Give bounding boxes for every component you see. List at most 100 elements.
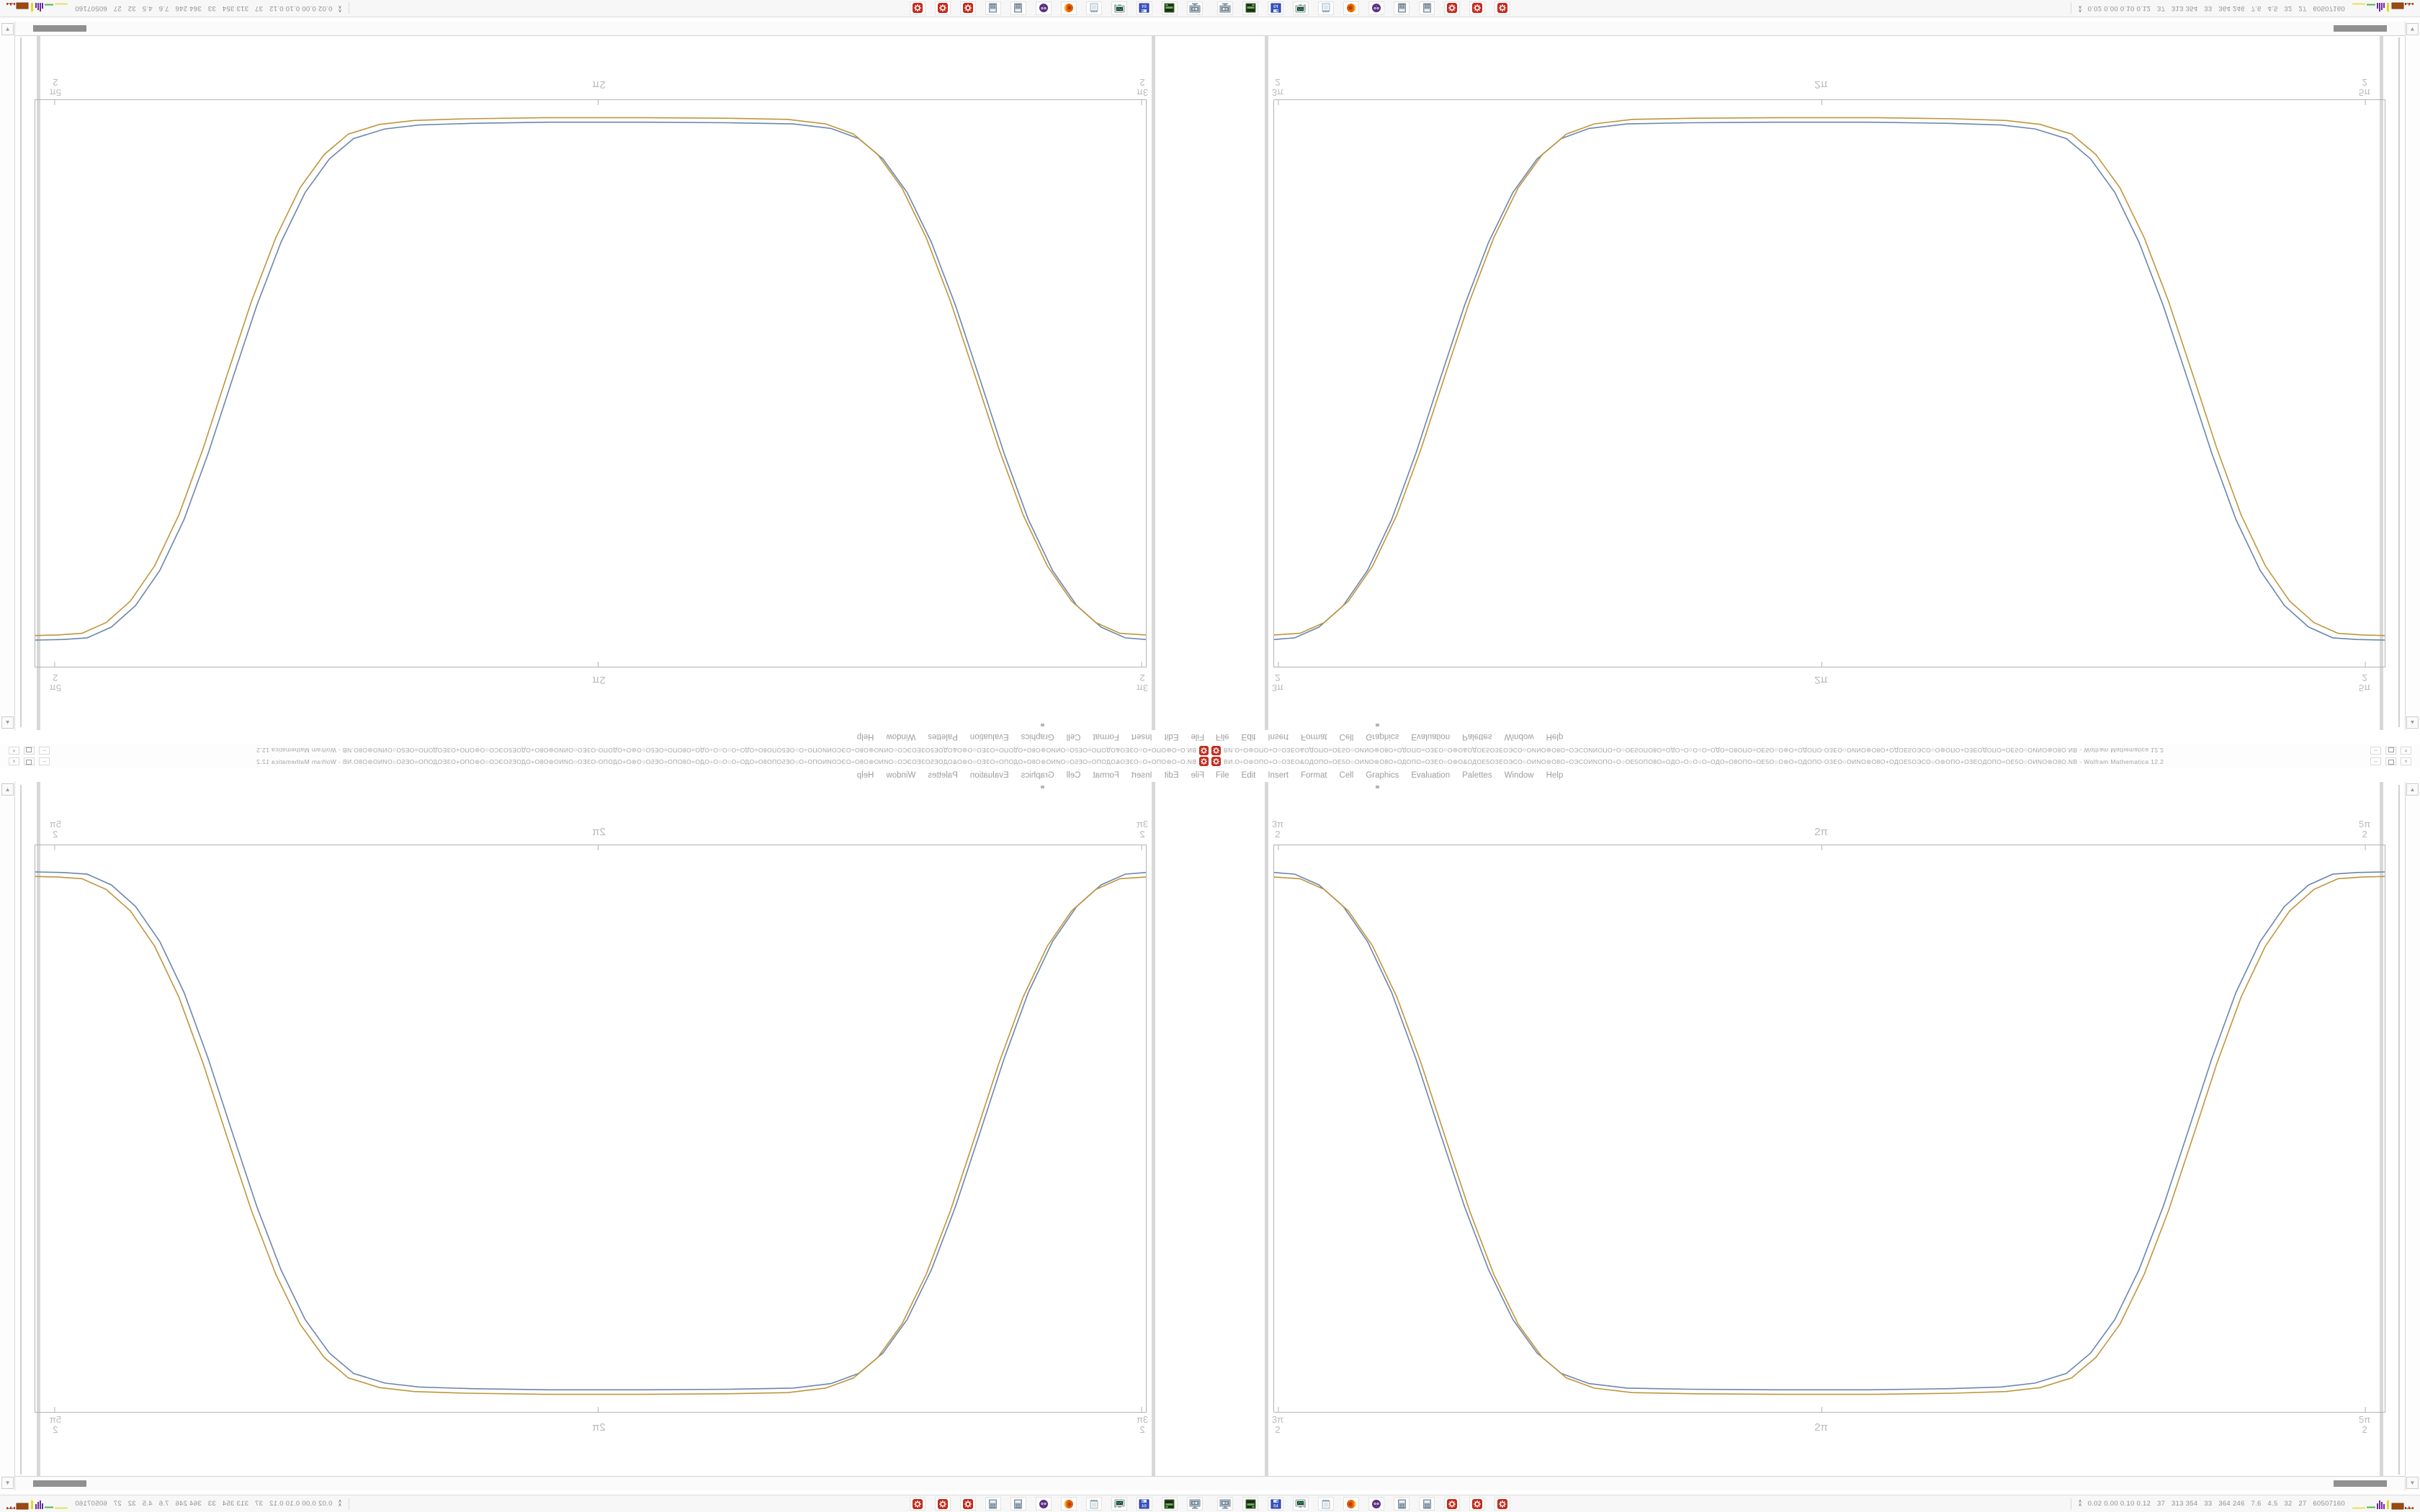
horizontal-scrollbar-thumb[interactable] [33, 25, 86, 32]
mathematica-taskbar-icon-2[interactable] [935, 1497, 951, 1511]
cell-bracket[interactable] [20, 785, 22, 1475]
menu-graphics[interactable]: Graphics [1021, 732, 1054, 741]
menu-evaluation[interactable]: Evaluation [969, 771, 1009, 780]
menu-palettes[interactable]: Palettes [928, 732, 958, 741]
system-monitor-icon[interactable] [1217, 1, 1233, 15]
menu-file[interactable]: File [1216, 732, 1229, 741]
restore-button[interactable] [2385, 757, 2396, 765]
mathematica-taskbar-icon-3[interactable] [910, 1, 926, 15]
owl-app-icon[interactable] [1036, 1, 1052, 15]
tray-expand-icon[interactable]: ∧ ∧ [338, 1499, 342, 1508]
mathematica-taskbar-icon-3[interactable] [1494, 1, 1510, 15]
close-button[interactable]: × [2401, 757, 2411, 765]
calculator-2-icon[interactable] [1419, 1497, 1435, 1511]
minimize-button[interactable]: – [2370, 757, 2381, 765]
menu-edit[interactable]: Edit [1164, 732, 1179, 741]
vertical-scrollbar[interactable]: ▲ ▼ [0, 782, 15, 1490]
menu-edit[interactable]: Edit [1241, 771, 1256, 780]
calculator-icon[interactable] [1010, 1497, 1026, 1511]
tray-expand-icon[interactable]: ∧ ∧ [2078, 1499, 2082, 1508]
horizontal-scrollbar[interactable] [15, 22, 1210, 36]
menu-window[interactable]: Window [1504, 732, 1534, 741]
terminal-monitor-icon[interactable] [1111, 1, 1127, 15]
menu-palettes[interactable]: Palettes [1462, 771, 1492, 780]
vertical-scrollbar[interactable]: ▲ ▼ [2405, 782, 2420, 1490]
firefox-icon[interactable] [1343, 1, 1359, 15]
menu-insert[interactable]: Insert [1268, 771, 1289, 780]
minimize-button[interactable]: – [2370, 747, 2381, 755]
menu-file[interactable]: File [1191, 732, 1204, 741]
menu-help[interactable]: Help [1546, 771, 1564, 780]
floppy-64-icon[interactable]: 64 [1137, 1, 1152, 15]
restore-button[interactable] [24, 757, 35, 765]
menu-insert[interactable]: Insert [1131, 732, 1152, 741]
mathematica-taskbar-icon-3[interactable] [1494, 1497, 1510, 1511]
firefox-icon[interactable] [1061, 1497, 1077, 1511]
menu-cell[interactable]: Cell [1339, 732, 1354, 741]
menu-graphics[interactable]: Graphics [1366, 732, 1399, 741]
menu-graphics[interactable]: Graphics [1366, 771, 1399, 780]
mathematica-taskbar-icon-1[interactable] [1444, 1497, 1460, 1511]
menu-format[interactable]: Format [1301, 771, 1327, 780]
vertical-scrollbar[interactable]: ▲ ▼ [0, 22, 15, 730]
menu-cell[interactable]: Cell [1339, 771, 1354, 780]
tray-expand-icon[interactable]: ∧ ∧ [2078, 4, 2082, 14]
system-monitor-icon[interactable] [1187, 1497, 1203, 1511]
mathematica-taskbar-icon-2[interactable] [1469, 1, 1485, 15]
owl-app-icon[interactable] [1368, 1497, 1384, 1511]
menu-format[interactable]: Format [1093, 732, 1119, 741]
vertical-scrollbar[interactable]: ▲ ▼ [2405, 22, 2420, 730]
system-monitor-icon[interactable] [1187, 1, 1203, 15]
menu-help[interactable]: Help [1546, 732, 1564, 741]
menu-cell[interactable]: Cell [1066, 732, 1081, 741]
cell-bracket[interactable] [20, 37, 22, 727]
menu-help[interactable]: Help [856, 771, 874, 780]
disk-drive-icon[interactable] [1242, 1497, 1258, 1511]
close-button[interactable]: × [2401, 747, 2411, 755]
system-monitor-icon[interactable] [1217, 1497, 1233, 1511]
menu-evaluation[interactable]: Evaluation [1411, 771, 1451, 780]
owl-app-icon[interactable] [1036, 1497, 1052, 1511]
scroll-up-button[interactable]: ▲ [1, 716, 14, 729]
scroll-down-button[interactable]: ▼ [1, 1477, 14, 1489]
menu-edit[interactable]: Edit [1241, 732, 1256, 741]
menu-graphics[interactable]: Graphics [1021, 771, 1054, 780]
horizontal-scrollbar[interactable] [1210, 22, 2405, 36]
menu-insert[interactable]: Insert [1131, 771, 1152, 780]
mathematica-taskbar-icon-3[interactable] [910, 1497, 926, 1511]
firefox-icon[interactable] [1343, 1497, 1359, 1511]
horizontal-scrollbar[interactable] [15, 1476, 1210, 1490]
menu-palettes[interactable]: Palettes [1462, 732, 1492, 741]
calculator-2-icon[interactable] [985, 1497, 1001, 1511]
restore-button[interactable] [24, 747, 35, 755]
notepad-icon[interactable] [1086, 1, 1102, 15]
notepad-icon[interactable] [1318, 1, 1334, 15]
mathematica-taskbar-icon-2[interactable] [935, 1, 951, 15]
menu-cell[interactable]: Cell [1066, 771, 1081, 780]
calculator-2-icon[interactable] [1419, 1, 1435, 15]
scroll-down-button[interactable]: ▼ [2406, 23, 2419, 35]
floppy-64-icon[interactable]: 64 [1137, 1497, 1152, 1511]
mathematica-taskbar-icon-1[interactable] [960, 1, 976, 15]
notepad-icon[interactable] [1086, 1497, 1102, 1511]
tray-expand-icon[interactable]: ∧ ∧ [338, 4, 342, 14]
menu-window[interactable]: Window [1504, 771, 1534, 780]
menu-format[interactable]: Format [1093, 771, 1119, 780]
close-button[interactable]: × [9, 747, 19, 755]
menu-file[interactable]: File [1216, 771, 1229, 780]
menu-evaluation[interactable]: Evaluation [969, 732, 1009, 741]
calculator-icon[interactable] [1010, 1, 1026, 15]
menu-help[interactable]: Help [856, 732, 874, 741]
scroll-up-button[interactable]: ▲ [2406, 783, 2419, 796]
menu-edit[interactable]: Edit [1164, 771, 1179, 780]
disk-drive-icon[interactable] [1162, 1, 1178, 15]
mathematica-taskbar-icon-1[interactable] [1444, 1, 1460, 15]
mathematica-taskbar-icon-1[interactable] [960, 1497, 976, 1511]
owl-app-icon[interactable] [1368, 1, 1384, 15]
calculator-icon[interactable] [1394, 1, 1410, 15]
menu-insert[interactable]: Insert [1268, 732, 1289, 741]
horizontal-scrollbar-thumb[interactable] [2334, 1480, 2387, 1487]
scroll-down-button[interactable]: ▼ [1, 23, 14, 35]
terminal-monitor-icon[interactable] [1293, 1, 1309, 15]
menu-window[interactable]: Window [886, 771, 916, 780]
